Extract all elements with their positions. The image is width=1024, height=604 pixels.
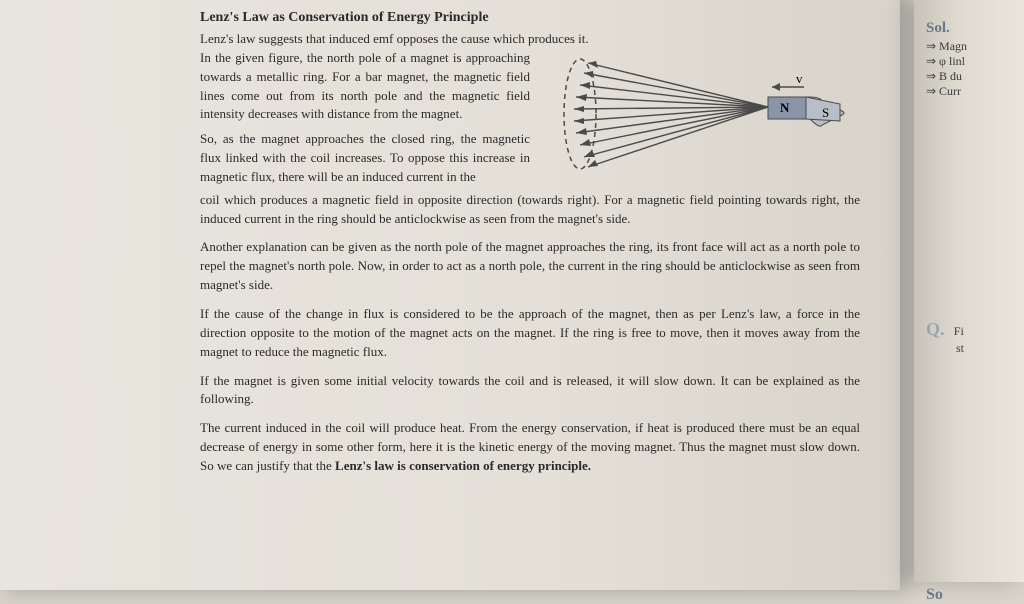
intro-line: Lenz's law suggests that induced emf opp… bbox=[200, 30, 860, 49]
para5-bold: Lenz's law is conservation of energy pri… bbox=[335, 458, 591, 473]
so-label: So bbox=[926, 586, 943, 604]
text-with-figure: v N S In the given figure, the north pol… bbox=[200, 49, 860, 187]
sol-label: Sol. bbox=[926, 20, 950, 37]
paragraph-2: Another explanation can be given as the … bbox=[200, 238, 860, 295]
sol-item: ⇒ Magn bbox=[926, 39, 1024, 54]
so-block: So bbox=[926, 356, 1024, 604]
north-pole-label: N bbox=[780, 100, 790, 115]
paragraph-3: If the cause of the change in flux is co… bbox=[200, 305, 860, 362]
sol-item: ⇒ B du bbox=[926, 69, 1024, 84]
solution-block: Sol. ⇒ Magn ⇒ φ linl ⇒ B du ⇒ Curr bbox=[926, 20, 1024, 99]
sol-item: ⇒ φ linl bbox=[926, 54, 1024, 69]
south-pole-label: S bbox=[822, 105, 829, 120]
q-text-2: st bbox=[956, 341, 964, 355]
paragraph-4: If the magnet is given some initial velo… bbox=[200, 372, 860, 410]
velocity-label: v bbox=[796, 71, 803, 86]
textbook-page-right: Sol. ⇒ Magn ⇒ φ linl ⇒ B du ⇒ Curr Q. Fi… bbox=[914, 0, 1024, 582]
q-label: Q. bbox=[926, 319, 945, 340]
q-text-1: Fi bbox=[954, 324, 964, 338]
sol-list: ⇒ Magn ⇒ φ linl ⇒ B du ⇒ Curr bbox=[926, 39, 1024, 99]
textbook-page-left: Lenz's Law as Conservation of Energy Pri… bbox=[0, 0, 900, 590]
paragraph-5: The current induced in the coil will pro… bbox=[200, 419, 860, 476]
question-block: Q. Fi st bbox=[926, 99, 1024, 356]
section-heading: Lenz's Law as Conservation of Energy Pri… bbox=[200, 10, 860, 26]
flow-para-3: coil which produces a magnetic field in … bbox=[200, 191, 860, 229]
sol-item: ⇒ Curr bbox=[926, 84, 1024, 99]
lenz-law-figure: v N S bbox=[540, 49, 860, 179]
